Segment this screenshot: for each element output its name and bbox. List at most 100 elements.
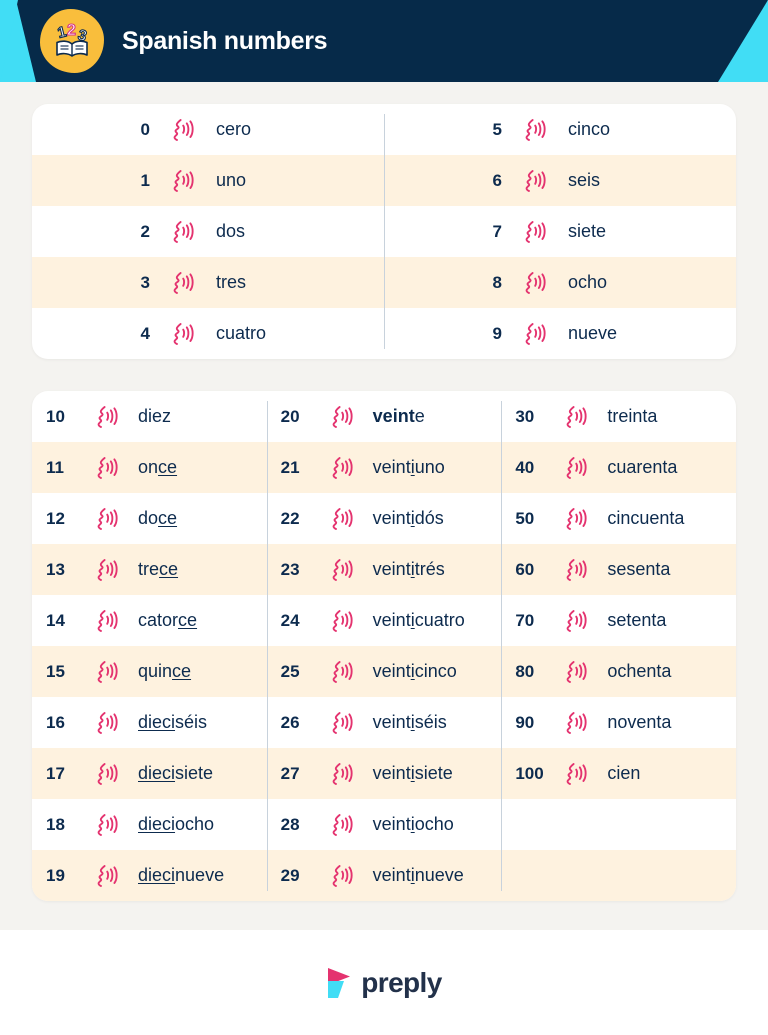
number-value: 28 xyxy=(280,814,300,834)
table-row[interactable]: 50 cincuenta xyxy=(501,493,736,544)
table-row[interactable]: 24 veinticuatro xyxy=(267,595,502,646)
pronunciation-audio-icon[interactable] xyxy=(164,169,200,193)
pronunciation-audio-icon[interactable] xyxy=(323,711,359,735)
tens-numbers-section: 10 diez 11 once 12 doce 13 trece 14 catorce 15 quin… xyxy=(0,391,768,901)
pronunciation-audio-icon[interactable] xyxy=(323,507,359,531)
pronunciation-audio-icon[interactable] xyxy=(88,405,124,429)
table-row[interactable]: 17 diecisiete xyxy=(32,748,267,799)
table-row[interactable]: 13 trece xyxy=(32,544,267,595)
table-row[interactable]: 14 catorce xyxy=(32,595,267,646)
pronunciation-audio-icon[interactable] xyxy=(164,322,200,346)
pronunciation-audio-icon[interactable] xyxy=(323,456,359,480)
preply-logo[interactable]: preply xyxy=(326,966,442,999)
table-row[interactable]: 18 dieciocho xyxy=(32,799,267,850)
table-row[interactable]: 29 veintinueve xyxy=(266,850,502,901)
table-row[interactable]: 5 cinco xyxy=(384,104,736,155)
preply-logo-text: preply xyxy=(361,966,442,998)
number-value: 80 xyxy=(515,661,535,681)
pronunciation-audio-icon[interactable] xyxy=(88,762,124,786)
table-row[interactable]: 12 doce xyxy=(32,493,267,544)
pronunciation-audio-icon[interactable] xyxy=(557,660,593,684)
pronunciation-audio-icon[interactable] xyxy=(516,118,552,142)
number-word: cuatro xyxy=(216,323,267,343)
number-word: veinticinco xyxy=(372,661,457,681)
pronunciation-audio-icon[interactable] xyxy=(557,762,593,786)
svg-text:2: 2 xyxy=(67,22,76,39)
pronunciation-audio-icon[interactable] xyxy=(88,660,124,684)
number-value: 29 xyxy=(280,865,300,885)
pronunciation-audio-icon[interactable] xyxy=(557,507,593,531)
pronunciation-audio-icon[interactable] xyxy=(557,558,593,582)
table-row[interactable]: 23 veintitrés xyxy=(266,544,502,595)
pronunciation-audio-icon[interactable] xyxy=(323,405,359,429)
table-row[interactable]: 26 veintiséis xyxy=(267,697,502,748)
table-row[interactable]: 8 ocho xyxy=(384,257,736,308)
pronunciation-audio-icon[interactable] xyxy=(164,220,200,244)
pronunciation-audio-icon[interactable] xyxy=(88,558,124,582)
pronunciation-audio-icon[interactable] xyxy=(164,118,200,142)
pronunciation-audio-icon[interactable] xyxy=(557,609,593,633)
number-word: cinco xyxy=(568,119,611,139)
pronunciation-audio-icon[interactable] xyxy=(323,813,359,837)
table-row[interactable]: 21 veintiuno xyxy=(266,442,502,493)
pronunciation-audio-icon[interactable] xyxy=(88,711,124,735)
table-row[interactable]: 40 cuarenta xyxy=(501,442,736,493)
table-row[interactable]: 25 veinticinco xyxy=(266,646,502,697)
pronunciation-audio-icon[interactable] xyxy=(557,405,593,429)
number-word: catorce xyxy=(138,610,198,630)
table-row[interactable]: 0 cero xyxy=(32,104,384,155)
table-row[interactable]: 30 treinta xyxy=(501,391,736,442)
table-row[interactable]: 16 dieciséis xyxy=(32,697,267,748)
preply-logo-mark xyxy=(328,967,351,998)
table-row[interactable]: 9 nueve xyxy=(384,308,736,359)
table-row[interactable]: 27 veintisiete xyxy=(266,748,502,799)
table-row[interactable]: 1 uno xyxy=(32,155,384,206)
pronunciation-audio-icon[interactable] xyxy=(516,322,552,346)
number-value: 8 xyxy=(492,272,502,292)
number-word: quince xyxy=(138,661,192,681)
pronunciation-audio-icon[interactable] xyxy=(557,711,593,735)
pronunciation-audio-icon[interactable] xyxy=(164,271,200,295)
numbers-book-icon: 1 2 3 xyxy=(40,9,104,73)
table-row[interactable]: 80 ochenta xyxy=(501,646,736,697)
tens-column-20-29: 20 veinte 21 veintiuno 22 veintidós 23 veintitr… xyxy=(266,391,502,901)
pronunciation-audio-icon[interactable] xyxy=(88,507,124,531)
pronunciation-audio-icon[interactable] xyxy=(557,456,593,480)
tens-column-30-100: 30 treinta 40 cuarenta 50 cincuenta 60 sesenta 7… xyxy=(501,391,736,901)
pronunciation-audio-icon[interactable] xyxy=(323,558,359,582)
pronunciation-audio-icon[interactable] xyxy=(516,220,552,244)
table-row[interactable]: 15 quince xyxy=(32,646,267,697)
table-row[interactable]: 19 diecinueve xyxy=(32,850,267,901)
number-word: veinticuatro xyxy=(372,610,465,630)
number-word: dos xyxy=(216,221,246,241)
table-row[interactable]: 7 siete xyxy=(384,206,736,257)
number-value: 25 xyxy=(280,661,300,681)
number-word: cero xyxy=(216,119,252,139)
pronunciation-audio-icon[interactable] xyxy=(516,169,552,193)
table-row[interactable]: 90 noventa xyxy=(501,697,736,748)
table-row[interactable]: 22 veintidós xyxy=(267,493,502,544)
pronunciation-audio-icon[interactable] xyxy=(88,609,124,633)
table-row[interactable]: 100 cien xyxy=(501,748,736,799)
table-row[interactable]: 60 sesenta xyxy=(501,544,736,595)
pronunciation-audio-icon[interactable] xyxy=(323,762,359,786)
table-row[interactable]: 28 veintiocho xyxy=(267,799,502,850)
basic-numbers-section: 0 cero 1 uno 2 dos 3 tres 4 cuatro 5 cinco 6 seis 7 si… xyxy=(0,104,768,359)
number-value: 70 xyxy=(515,610,535,630)
pronunciation-audio-icon[interactable] xyxy=(323,864,359,888)
pronunciation-audio-icon[interactable] xyxy=(88,813,124,837)
table-row[interactable]: 70 setenta xyxy=(501,595,736,646)
number-word: dieciocho xyxy=(138,814,215,834)
table-row[interactable]: 10 diez xyxy=(32,391,267,442)
table-row[interactable]: 20 veinte xyxy=(267,391,502,442)
table-row[interactable]: 2 dos xyxy=(32,206,384,257)
table-row[interactable]: 6 seis xyxy=(384,155,736,206)
table-row[interactable]: 4 cuatro xyxy=(32,308,384,359)
table-row[interactable]: 11 once xyxy=(32,442,267,493)
pronunciation-audio-icon[interactable] xyxy=(323,609,359,633)
pronunciation-audio-icon[interactable] xyxy=(88,456,124,480)
pronunciation-audio-icon[interactable] xyxy=(516,271,552,295)
pronunciation-audio-icon[interactable] xyxy=(323,660,359,684)
pronunciation-audio-icon[interactable] xyxy=(88,864,124,888)
table-row[interactable]: 3 tres xyxy=(32,257,384,308)
